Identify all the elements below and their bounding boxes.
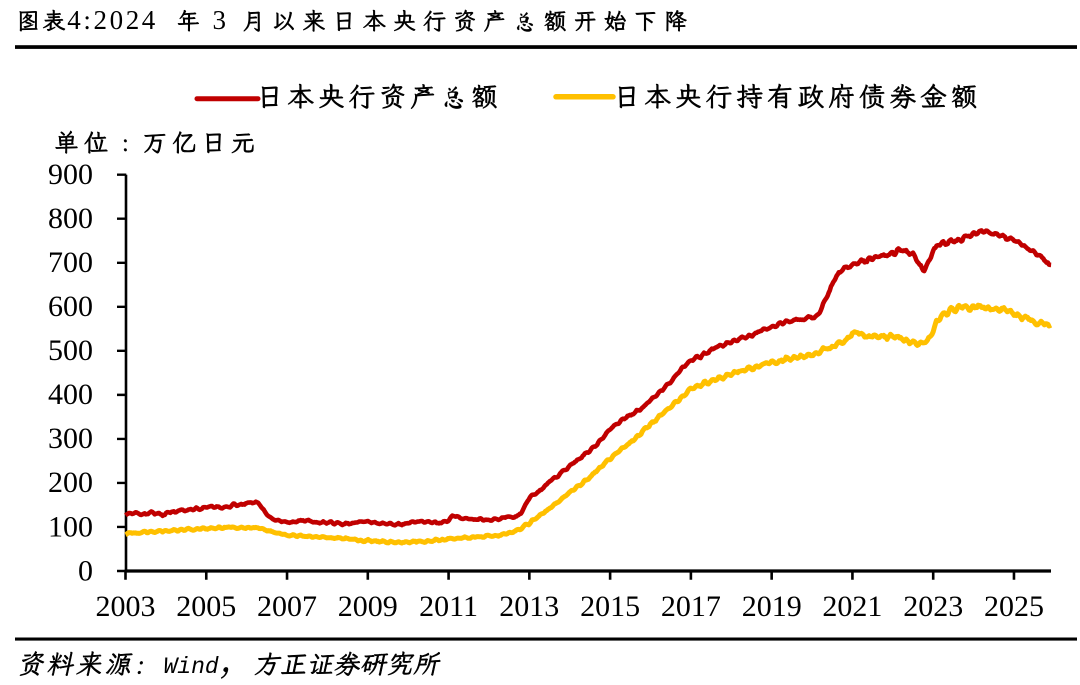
svg-text:2015: 2015	[580, 590, 640, 623]
svg-text:2023: 2023	[903, 590, 963, 623]
svg-text:500: 500	[48, 334, 93, 367]
svg-text:2007: 2007	[257, 590, 317, 623]
svg-text:700: 700	[48, 246, 93, 279]
svg-text:900: 900	[48, 158, 93, 191]
svg-text:2003: 2003	[96, 590, 156, 623]
svg-text:Wind: Wind	[164, 654, 219, 680]
svg-text:100: 100	[48, 510, 93, 543]
svg-text:4:2024: 4:2024	[67, 5, 158, 35]
svg-text:2011: 2011	[419, 590, 478, 623]
svg-text:2021: 2021	[822, 590, 882, 623]
svg-text:2005: 2005	[176, 590, 236, 623]
svg-text:2009: 2009	[338, 590, 398, 623]
svg-text:2025: 2025	[984, 590, 1044, 623]
svg-text:2013: 2013	[499, 590, 559, 623]
svg-text:2017: 2017	[661, 590, 721, 623]
svg-text:200: 200	[48, 466, 93, 499]
svg-text:600: 600	[48, 290, 93, 323]
svg-text:0: 0	[78, 554, 93, 587]
svg-text:2019: 2019	[742, 590, 802, 623]
svg-text:400: 400	[48, 378, 93, 411]
svg-text:300: 300	[48, 422, 93, 455]
svg-text:3: 3	[213, 5, 227, 35]
svg-text:800: 800	[48, 202, 93, 235]
